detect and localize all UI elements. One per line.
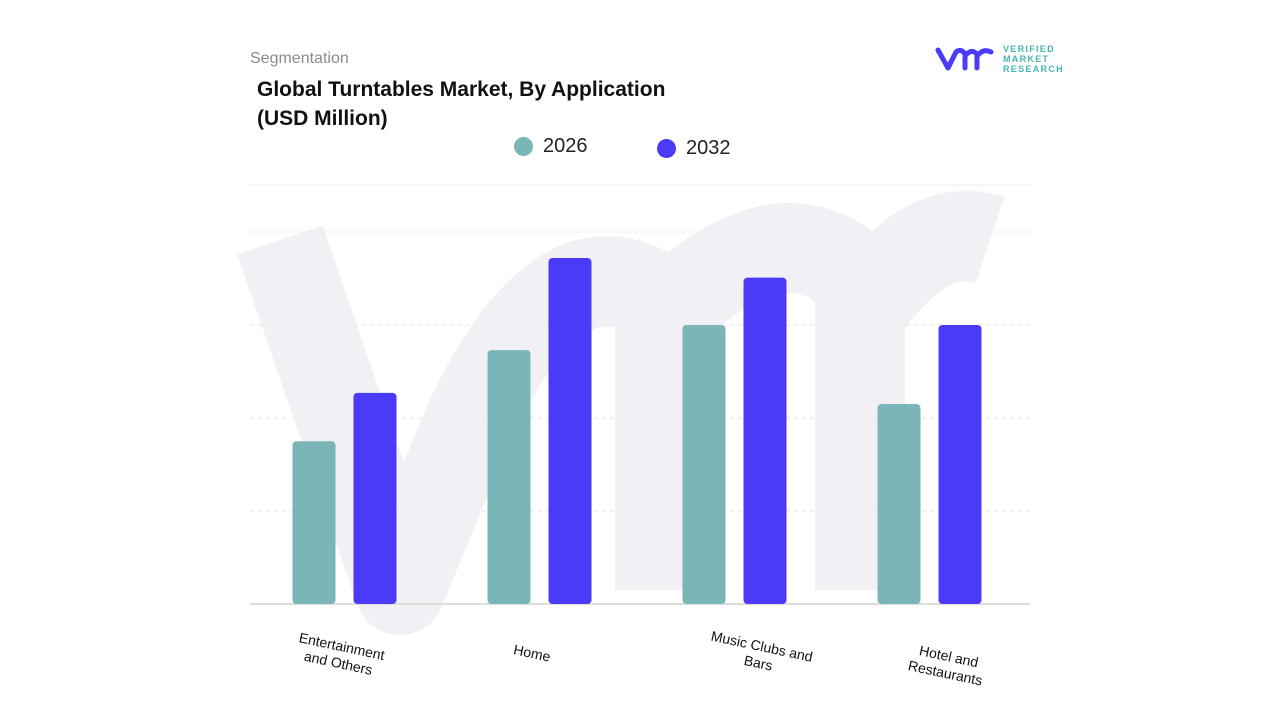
legend-swatch xyxy=(514,137,533,156)
chart-title: Global Turntables Market, By Application… xyxy=(257,78,666,130)
bar-2032-3 xyxy=(938,325,982,604)
legend-swatch xyxy=(657,139,676,158)
vmr-logo-icon xyxy=(935,47,994,71)
legend-item-2032: 2032 xyxy=(657,137,731,160)
bar-2032-0 xyxy=(353,392,397,604)
legend-item-2026: 2026 xyxy=(514,135,588,158)
bar-2026-1 xyxy=(487,350,531,604)
legend-label: 2026 xyxy=(543,135,588,157)
bar-2032-2 xyxy=(743,277,787,604)
bar-2026-2 xyxy=(682,325,726,604)
logo-text: VERIFIED MARKET RESEARCH xyxy=(1003,44,1064,74)
legend: 2026 2032 xyxy=(0,135,1280,161)
bar-2026-0 xyxy=(292,441,336,604)
legend-label: 2032 xyxy=(686,137,731,159)
bar-2026-3 xyxy=(877,404,921,604)
vmr-logo: VERIFIED MARKET RESEARCH xyxy=(935,44,1064,74)
segment-label: Segmentation xyxy=(250,50,349,67)
bar-2032-1 xyxy=(548,258,592,604)
